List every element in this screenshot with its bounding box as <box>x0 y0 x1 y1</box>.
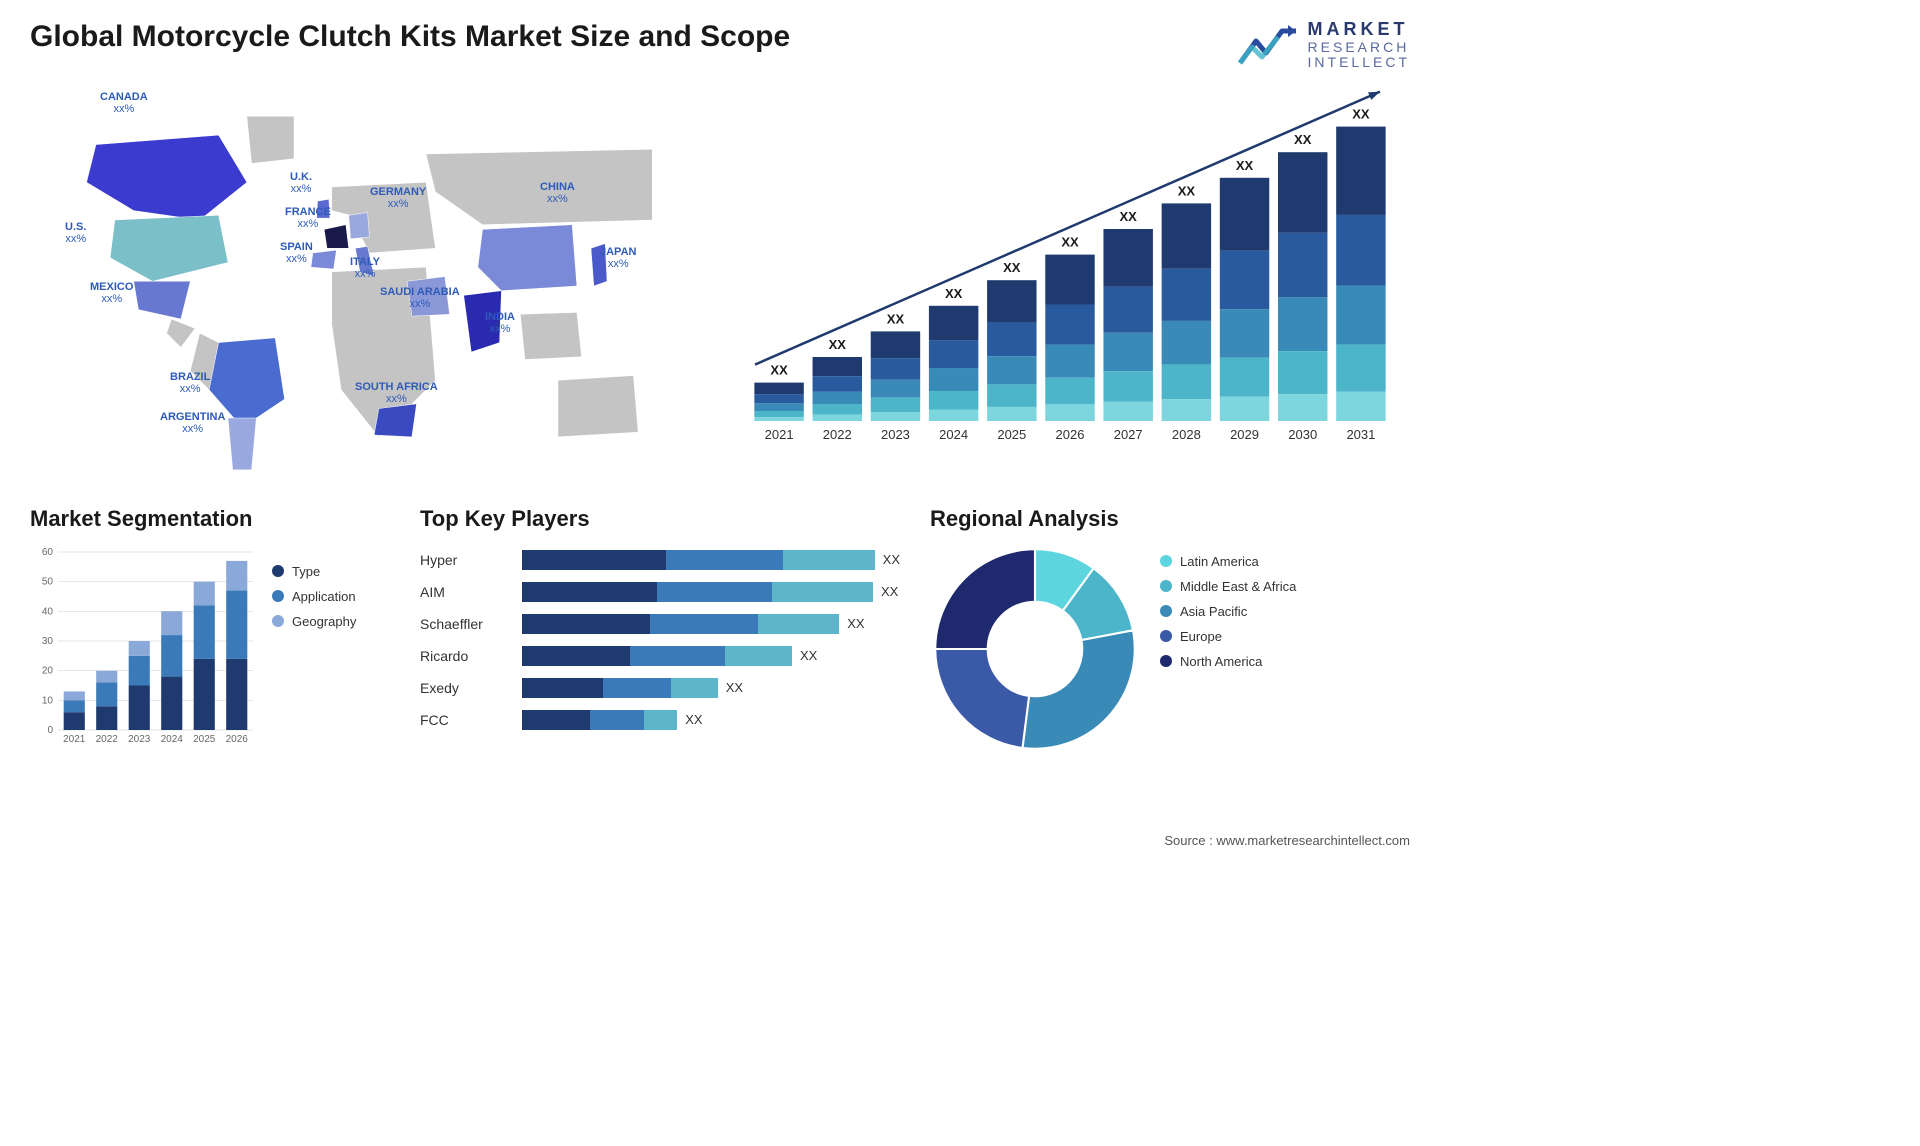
logo-text-1: MARKET <box>1308 20 1410 40</box>
player-name: Hyper <box>420 552 510 568</box>
map-label: ITALYxx% <box>350 256 380 280</box>
map-label: SPAINxx% <box>280 241 313 265</box>
player-value: XX <box>883 552 900 567</box>
segmentation-legend: Type Application Geography <box>272 544 382 754</box>
regional-donut <box>930 544 1140 754</box>
svg-text:2023: 2023 <box>128 734 151 745</box>
svg-text:XX: XX <box>770 362 788 377</box>
svg-text:30: 30 <box>42 636 54 647</box>
svg-text:2028: 2028 <box>1172 427 1201 442</box>
map-label: ARGENTINAxx% <box>160 411 225 435</box>
svg-text:2026: 2026 <box>226 734 249 745</box>
svg-text:40: 40 <box>42 606 54 617</box>
svg-text:XX: XX <box>1061 234 1079 249</box>
source-attribution: Source : www.marketresearchintellect.com <box>1164 833 1410 848</box>
svg-text:50: 50 <box>42 576 54 587</box>
legend-item: Type <box>272 564 382 579</box>
svg-text:20: 20 <box>42 665 54 676</box>
svg-text:XX: XX <box>829 337 847 352</box>
player-value: XX <box>847 616 864 631</box>
map-label: BRAZILxx% <box>170 371 210 395</box>
svg-text:XX: XX <box>887 311 905 326</box>
world-map: CANADAxx% U.S.xx% MEXICOxx% BRAZILxx% ARGENT… <box>30 81 690 491</box>
svg-text:2025: 2025 <box>193 734 216 745</box>
svg-text:2024: 2024 <box>161 734 184 745</box>
player-value: XX <box>881 584 898 599</box>
map-label: SOUTH AFRICAxx% <box>355 381 438 405</box>
map-label: CHINAxx% <box>540 181 575 205</box>
logo-mark-icon <box>1238 23 1298 67</box>
map-label: CANADAxx% <box>100 91 148 115</box>
player-value: XX <box>685 712 702 727</box>
logo-text-2: RESEARCH <box>1308 40 1410 55</box>
player-name: AIM <box>420 584 510 600</box>
player-row: Ricardo XX <box>420 640 900 672</box>
svg-text:2030: 2030 <box>1288 427 1317 442</box>
map-label: FRANCExx% <box>285 206 331 230</box>
player-row: Schaeffler XX <box>420 608 900 640</box>
player-name: Ricardo <box>420 648 510 664</box>
map-label: INDIAxx% <box>485 311 515 335</box>
svg-text:2029: 2029 <box>1230 427 1259 442</box>
growth-chart-svg: XX 2021 XX 2022 XX 2023 XX 2024 XX 2025 XX 2026 XX 20… <box>730 81 1410 461</box>
legend-item: Asia Pacific <box>1160 604 1410 619</box>
svg-text:60: 60 <box>42 547 54 558</box>
legend-item: North America <box>1160 654 1410 669</box>
player-value: XX <box>800 648 817 663</box>
legend-item: Application <box>272 589 382 604</box>
map-label: MEXICOxx% <box>90 281 133 305</box>
map-label: U.K.xx% <box>290 171 312 195</box>
player-value: XX <box>726 680 743 695</box>
map-label: JAPANxx% <box>600 246 636 270</box>
svg-text:10: 10 <box>42 695 54 706</box>
svg-text:2022: 2022 <box>96 734 119 745</box>
growth-chart: XX 2021 XX 2022 XX 2023 XX 2024 XX 2025 XX 2026 XX 20… <box>730 81 1410 491</box>
page-title: Global Motorcycle Clutch Kits Market Siz… <box>30 20 790 54</box>
player-row: Exedy XX <box>420 672 900 704</box>
player-row: Hyper XX <box>420 544 900 576</box>
legend-item: Latin America <box>1160 554 1410 569</box>
svg-text:2021: 2021 <box>765 427 794 442</box>
svg-text:XX: XX <box>1352 106 1370 121</box>
legend-item: Middle East & Africa <box>1160 579 1410 594</box>
svg-text:2026: 2026 <box>1056 427 1085 442</box>
player-name: FCC <box>420 712 510 728</box>
segmentation-title: Market Segmentation <box>30 506 390 532</box>
player-name: Schaeffler <box>420 616 510 632</box>
map-label: GERMANYxx% <box>370 186 426 210</box>
svg-text:XX: XX <box>1120 209 1138 224</box>
svg-text:2021: 2021 <box>63 734 86 745</box>
players-title: Top Key Players <box>420 506 900 532</box>
regional-legend: Latin America Middle East & Africa Asia Pa… <box>1160 544 1410 754</box>
regional-title: Regional Analysis <box>930 506 1410 532</box>
svg-text:XX: XX <box>945 285 963 300</box>
players-chart: Hyper XX AIM XX Schaeffler XX Ricardo XX Exedy XX… <box>420 544 900 736</box>
legend-item: Geography <box>272 614 382 629</box>
svg-text:0: 0 <box>47 725 53 736</box>
segmentation-chart: 0 10 20 30 40 50 60 2021 2022 2023 2024 2025 2026 <box>30 544 260 754</box>
logo-text-3: INTELLECT <box>1308 55 1410 70</box>
svg-text:2025: 2025 <box>997 427 1026 442</box>
player-row: FCC XX <box>420 704 900 736</box>
svg-text:XX: XX <box>1003 260 1021 275</box>
svg-text:2027: 2027 <box>1114 427 1143 442</box>
map-label: SAUDI ARABIAxx% <box>380 286 460 310</box>
brand-logo: MARKET RESEARCH INTELLECT <box>1238 20 1410 71</box>
svg-text:2023: 2023 <box>881 427 910 442</box>
svg-text:XX: XX <box>1236 157 1254 172</box>
svg-text:2031: 2031 <box>1346 427 1375 442</box>
svg-text:XX: XX <box>1294 132 1312 147</box>
svg-text:2022: 2022 <box>823 427 852 442</box>
svg-text:XX: XX <box>1178 183 1196 198</box>
svg-text:2024: 2024 <box>939 427 968 442</box>
legend-item: Europe <box>1160 629 1410 644</box>
map-label: U.S.xx% <box>65 221 86 245</box>
player-name: Exedy <box>420 680 510 696</box>
player-row: AIM XX <box>420 576 900 608</box>
